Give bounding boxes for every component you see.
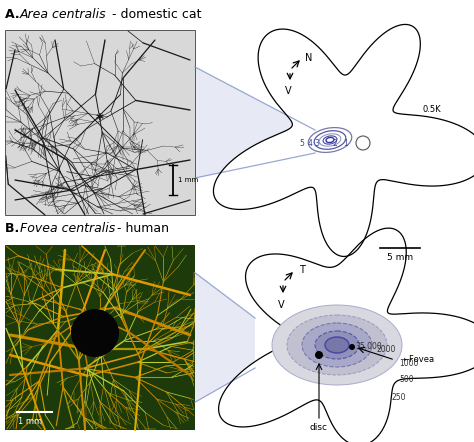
Text: 1 mm: 1 mm — [18, 417, 42, 426]
Text: 4: 4 — [308, 138, 312, 148]
Text: V: V — [278, 300, 284, 310]
Ellipse shape — [315, 331, 359, 359]
Text: *: * — [96, 113, 104, 127]
Ellipse shape — [302, 323, 372, 367]
Circle shape — [315, 351, 323, 359]
Circle shape — [349, 344, 355, 350]
Text: - human: - human — [113, 222, 169, 235]
Text: 35,000: 35,000 — [355, 343, 382, 351]
Text: 5 mm: 5 mm — [387, 253, 413, 262]
Text: Fovea centralis: Fovea centralis — [20, 222, 115, 235]
Text: 3: 3 — [315, 138, 319, 148]
Text: 1000: 1000 — [399, 358, 419, 367]
Circle shape — [71, 309, 119, 357]
Text: N: N — [305, 53, 312, 63]
Text: - domestic cat: - domestic cat — [108, 8, 201, 21]
Text: A.: A. — [5, 8, 24, 21]
Text: T: T — [299, 265, 305, 275]
Text: disc: disc — [310, 423, 328, 432]
Polygon shape — [195, 67, 315, 178]
Text: 1: 1 — [344, 138, 348, 148]
Text: B.: B. — [5, 222, 24, 235]
Bar — [5, 245, 195, 430]
Polygon shape — [213, 24, 474, 256]
Text: 500: 500 — [399, 376, 414, 385]
Polygon shape — [219, 228, 474, 442]
Text: 250: 250 — [392, 392, 407, 401]
Text: 1 mm: 1 mm — [178, 177, 198, 183]
Text: 0.5K: 0.5K — [423, 106, 441, 114]
Text: 5: 5 — [300, 138, 304, 148]
Text: ←Fovea: ←Fovea — [403, 355, 435, 365]
Circle shape — [356, 136, 370, 150]
Ellipse shape — [272, 305, 402, 385]
Bar — [5, 30, 195, 215]
Ellipse shape — [287, 315, 387, 375]
Polygon shape — [195, 273, 255, 402]
Ellipse shape — [325, 337, 349, 353]
Text: V: V — [285, 86, 292, 96]
Text: Area centralis: Area centralis — [20, 8, 107, 21]
Text: 2000: 2000 — [377, 346, 396, 354]
Text: 2: 2 — [333, 138, 337, 148]
